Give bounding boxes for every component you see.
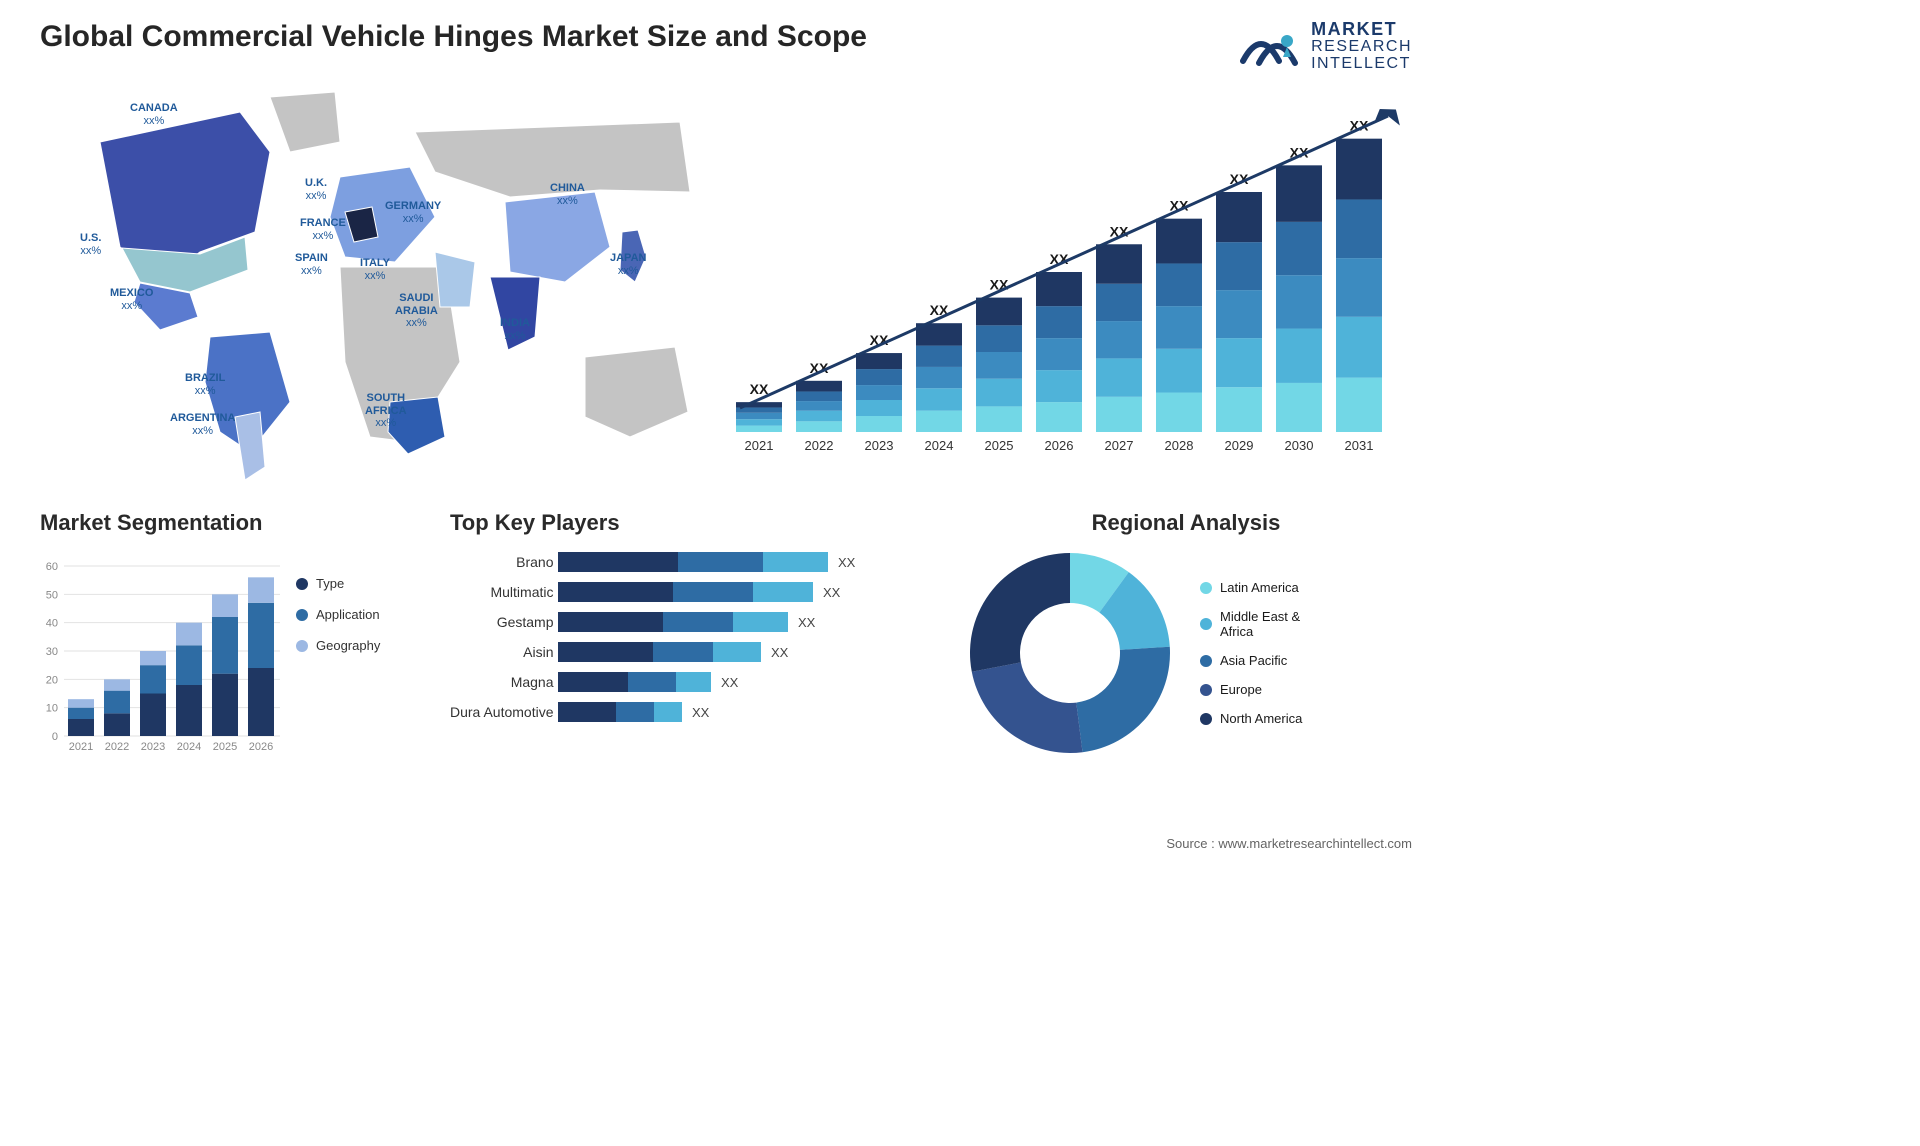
segmentation-chart: 0 10 20 30 40 50 60 2021 2022 2023 2024 2025 2026 bbox=[40, 548, 290, 768]
svg-text:0: 0 bbox=[52, 731, 58, 743]
legend-item: Europe bbox=[1200, 682, 1302, 697]
map-label: ARGENTINAxx% bbox=[170, 412, 235, 436]
svg-text:XX: XX bbox=[721, 675, 739, 690]
map-label: CANADAxx% bbox=[130, 102, 178, 126]
svg-text:2025: 2025 bbox=[985, 438, 1014, 453]
svg-text:XX: XX bbox=[838, 555, 856, 570]
map-label: BRAZILxx% bbox=[185, 372, 225, 396]
map-label: SAUDIARABIAxx% bbox=[395, 292, 438, 328]
regional-legend: Latin America Middle East &Africa Asia Pac… bbox=[1200, 580, 1302, 726]
map-label: FRANCExx% bbox=[300, 217, 346, 241]
svg-text:2027: 2027 bbox=[1105, 438, 1134, 453]
legend-item: Geography bbox=[296, 638, 380, 653]
svg-text:2021: 2021 bbox=[69, 741, 93, 753]
svg-text:60: 60 bbox=[46, 561, 58, 573]
map-label: SOUTHAFRICAxx% bbox=[365, 392, 407, 428]
source-attribution: Source : www.marketresearchintellect.com bbox=[1166, 836, 1412, 851]
growth-chart: XX2021XX2022XX2023XX2024XX2025XX2026XX20… bbox=[724, 92, 1412, 472]
map-label: INDIAxx% bbox=[500, 317, 530, 341]
player-name: Gestamp bbox=[497, 612, 554, 632]
player-name: Dura Automotive bbox=[450, 702, 554, 722]
svg-text:2023: 2023 bbox=[865, 438, 894, 453]
svg-text:40: 40 bbox=[46, 618, 58, 630]
svg-text:10: 10 bbox=[46, 703, 58, 715]
players-labels: Brano Multimatic Gestamp Aisin Magna Dura Aut… bbox=[450, 548, 554, 748]
svg-text:2024: 2024 bbox=[925, 438, 954, 453]
svg-text:2022: 2022 bbox=[105, 741, 129, 753]
regional-panel: Regional Analysis Latin America Middle Ea… bbox=[960, 510, 1412, 768]
svg-text:2030: 2030 bbox=[1285, 438, 1314, 453]
svg-text:XX: XX bbox=[823, 585, 841, 600]
page-title: Global Commercial Vehicle Hinges Market … bbox=[40, 20, 867, 54]
svg-text:2021: 2021 bbox=[745, 438, 774, 453]
logo-icon bbox=[1239, 21, 1303, 71]
regional-title: Regional Analysis bbox=[960, 510, 1412, 536]
player-name: Brano bbox=[516, 552, 553, 572]
svg-text:2026: 2026 bbox=[249, 741, 273, 753]
players-panel: Top Key Players Brano Multimatic Gestamp Ai… bbox=[450, 510, 950, 768]
players-title: Top Key Players bbox=[450, 510, 950, 536]
legend-item: Application bbox=[296, 607, 380, 622]
svg-text:2031: 2031 bbox=[1345, 438, 1374, 453]
svg-text:30: 30 bbox=[46, 646, 58, 658]
growth-bar-chart: XX2021XX2022XX2023XX2024XX2025XX2026XX20… bbox=[724, 92, 1404, 472]
map-label: JAPANxx% bbox=[610, 252, 646, 276]
world-map: CANADAxx% U.S.xx% MEXICOxx% BRAZILxx% ARGENT… bbox=[40, 82, 700, 482]
legend-item: North America bbox=[1200, 711, 1302, 726]
legend-item: Asia Pacific bbox=[1200, 653, 1302, 668]
map-label: GERMANYxx% bbox=[385, 200, 441, 224]
legend-item: Middle East &Africa bbox=[1200, 609, 1302, 639]
legend-item: Type bbox=[296, 576, 380, 591]
segmentation-title: Market Segmentation bbox=[40, 510, 440, 536]
svg-text:50: 50 bbox=[46, 590, 58, 602]
player-name: Magna bbox=[511, 672, 554, 692]
svg-text:2022: 2022 bbox=[805, 438, 834, 453]
players-chart: XX XX XX XX XX XX bbox=[558, 548, 888, 748]
map-label: CHINAxx% bbox=[550, 182, 585, 206]
map-label: U.S.xx% bbox=[80, 232, 101, 256]
svg-text:20: 20 bbox=[46, 675, 58, 687]
player-name: Multimatic bbox=[490, 582, 553, 602]
svg-text:XX: XX bbox=[771, 645, 789, 660]
map-label: MEXICOxx% bbox=[110, 287, 153, 311]
map-label: U.K.xx% bbox=[305, 177, 327, 201]
legend-item: Latin America bbox=[1200, 580, 1302, 595]
svg-text:2023: 2023 bbox=[141, 741, 165, 753]
regional-donut bbox=[960, 548, 1180, 758]
svg-text:XX: XX bbox=[798, 615, 816, 630]
segmentation-panel: Market Segmentation 0 10 20 30 40 50 60 2021 202… bbox=[40, 510, 440, 768]
svg-text:2024: 2024 bbox=[177, 741, 201, 753]
map-label: ITALYxx% bbox=[360, 257, 390, 281]
svg-text:XX: XX bbox=[692, 705, 710, 720]
player-name: Aisin bbox=[523, 642, 553, 662]
logo-text-3: INTELLECT bbox=[1311, 56, 1412, 73]
map-label: SPAINxx% bbox=[295, 252, 328, 276]
brand-logo: MARKET RESEARCH INTELLECT bbox=[1239, 20, 1412, 72]
svg-text:2026: 2026 bbox=[1045, 438, 1074, 453]
svg-text:2025: 2025 bbox=[213, 741, 237, 753]
logo-text-2: RESEARCH bbox=[1311, 39, 1412, 56]
svg-text:2029: 2029 bbox=[1225, 438, 1254, 453]
segmentation-legend: Type Application Geography bbox=[296, 548, 380, 653]
logo-text-1: MARKET bbox=[1311, 20, 1412, 39]
svg-text:2028: 2028 bbox=[1165, 438, 1194, 453]
